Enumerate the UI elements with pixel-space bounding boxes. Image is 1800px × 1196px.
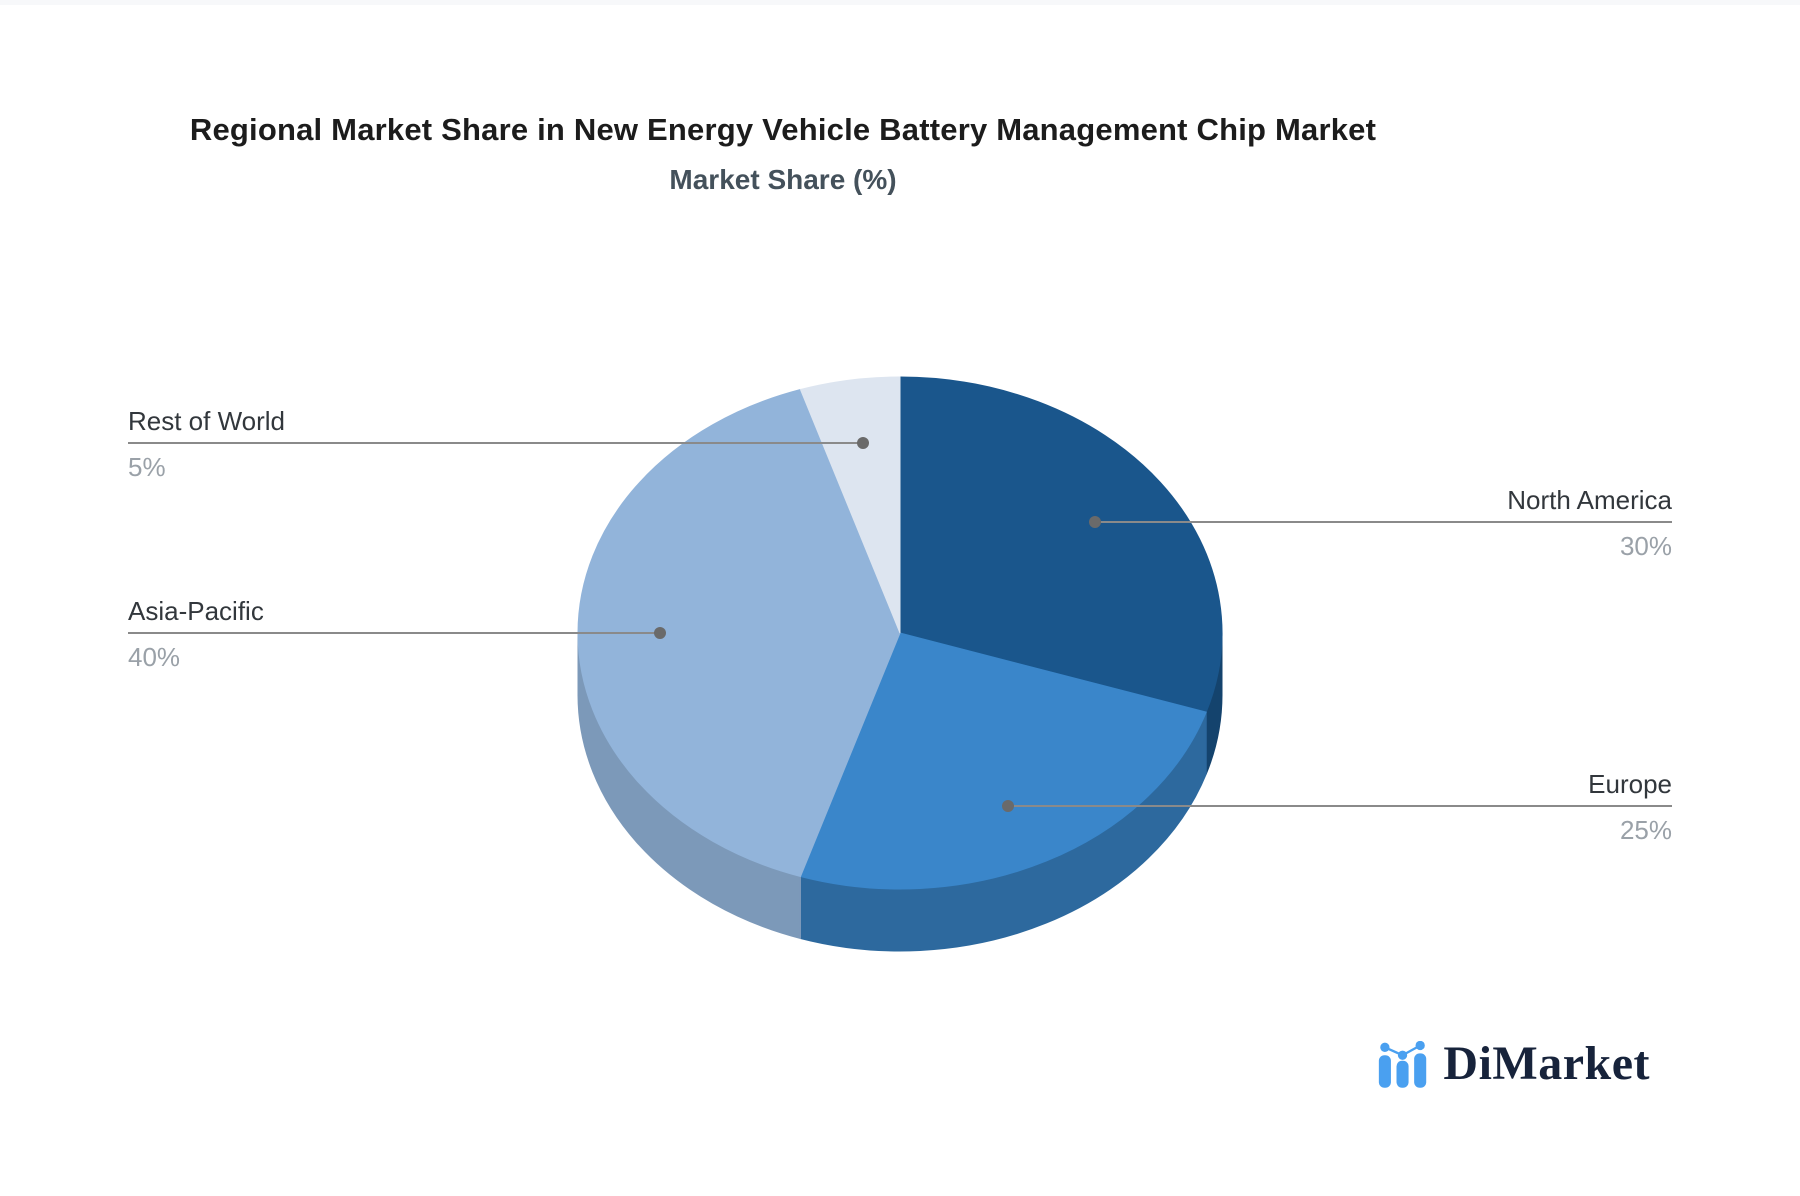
- callout-value: 30%: [1619, 531, 1672, 561]
- callout-dot-north-america: [1089, 516, 1101, 528]
- callout-dots: [654, 437, 1101, 812]
- bar-line-chart-icon: [1379, 1041, 1427, 1088]
- callout-rest-of-world: Rest of World 5%: [128, 406, 285, 482]
- chart-title: Regional Market Share in New Energy Vehi…: [189, 112, 1377, 147]
- pie-3d: [577, 376, 1223, 952]
- brand-name: DiMarket: [1443, 1037, 1650, 1090]
- callout-dot-europe: [1002, 800, 1014, 812]
- pie-slice-0[interactable]: [899, 376, 1223, 713]
- callout-label: Asia-Pacific: [128, 596, 264, 626]
- chart-header: Regional Market Share in New Energy Vehi…: [0, 112, 1566, 196]
- callout-dot-rest-of-world: [857, 437, 869, 449]
- callout-label: Europe: [1588, 769, 1672, 799]
- callout-asia-pacific: Asia-Pacific 40%: [128, 596, 264, 672]
- brand-logo: DiMarket: [1377, 1040, 1650, 1088]
- callout-north-america: North America 30%: [1507, 485, 1672, 561]
- callout-label: Rest of World: [128, 406, 286, 436]
- pie-slice-3[interactable]: [799, 376, 901, 634]
- callout-value: 40%: [128, 642, 181, 672]
- chart-subtitle: Market Share (%): [669, 164, 897, 195]
- callout-lines: [128, 442, 1672, 807]
- callout-value: 5%: [128, 452, 166, 482]
- pie-slice-1[interactable]: [799, 632, 1207, 890]
- top-edge-strip: [0, 0, 1800, 5]
- callout-value: 25%: [1619, 815, 1672, 845]
- callout-label: North America: [1507, 485, 1672, 515]
- callout-europe: Europe 25%: [1588, 769, 1672, 845]
- callout-dot-asia-pacific: [654, 627, 666, 639]
